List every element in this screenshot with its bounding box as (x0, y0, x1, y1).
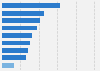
Bar (2, 3, 60, 8)
Bar (2, 18, 40, 23)
Bar (2, 40, 30, 45)
Bar (2, 48, 28, 53)
Bar (2, 63, 14, 68)
Bar (2, 55, 26, 60)
Bar (2, 26, 37, 31)
Bar (2, 11, 44, 16)
Bar (2, 33, 32, 38)
